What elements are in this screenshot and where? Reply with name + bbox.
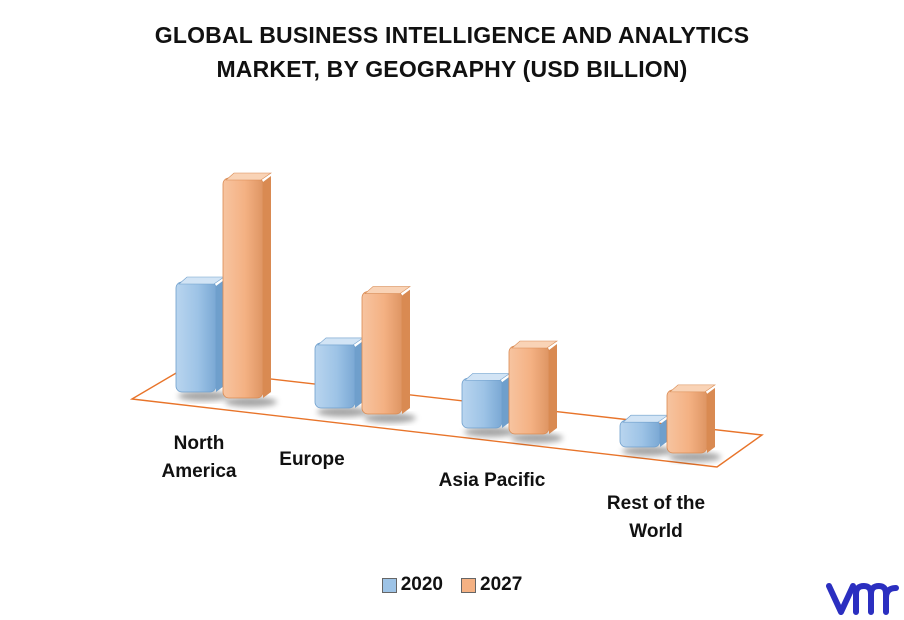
category-label-europe: Europe xyxy=(237,446,387,474)
bar-europe-2020 xyxy=(314,337,369,417)
bar-rest-of-the-world-2027 xyxy=(666,384,721,462)
chart-title-line1: GLOBAL BUSINESS INTELLIGENCE AND ANALYTI… xyxy=(154,22,750,48)
legend-item-2027: 2027 xyxy=(461,574,522,596)
bar-europe-2027 xyxy=(361,286,416,423)
category-label-asia-pacific: Asia Pacific xyxy=(417,467,567,495)
legend-label-2020: 2020 xyxy=(400,574,443,595)
category-label-line: North xyxy=(173,433,225,454)
bar-asia-pacific-2027 xyxy=(508,340,563,443)
chart-title: GLOBAL BUSINESS INTELLIGENCE AND ANALYTI… xyxy=(0,18,904,86)
bar-north-america-2027 xyxy=(222,172,277,407)
category-label-north-america: North America xyxy=(124,430,274,486)
bar-asia-pacific-2020 xyxy=(461,372,516,437)
legend-swatch-2020 xyxy=(381,577,397,593)
category-label-line: World xyxy=(629,521,683,542)
chart-title-line2: MARKET, BY GEOGRAPHY (USD BILLION) xyxy=(216,56,688,82)
category-label-rest-of-the-world: Rest of the World xyxy=(581,490,731,546)
category-label-line: America xyxy=(161,461,237,482)
bar-north-america-2020 xyxy=(175,276,230,401)
category-label-line: Rest of the xyxy=(606,493,706,514)
chart-legend: 2020 2027 xyxy=(0,574,904,596)
category-label-line: Europe xyxy=(279,449,345,470)
legend-swatch-2027 xyxy=(461,577,476,593)
chart-floor xyxy=(129,368,764,468)
bar-rest-of-the-world-2020 xyxy=(619,414,674,456)
legend-item-2020: 2020 xyxy=(381,574,443,596)
legend-label-2027: 2027 xyxy=(480,574,523,595)
category-label-line: Asia Pacific xyxy=(438,470,546,491)
vmr-logo-icon xyxy=(826,583,899,615)
